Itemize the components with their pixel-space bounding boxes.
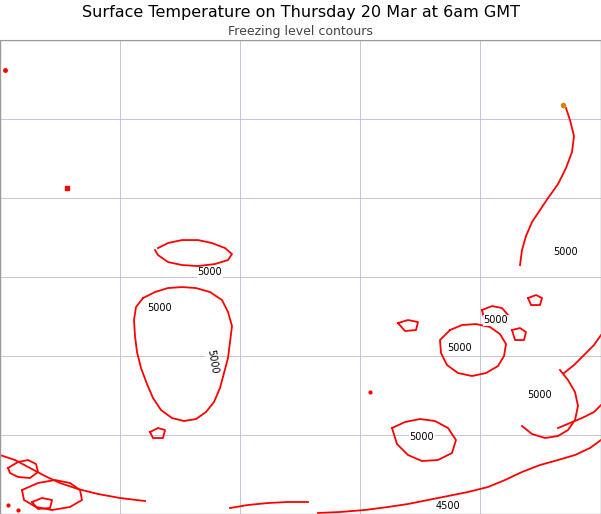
Text: Freezing level contours: Freezing level contours bbox=[228, 25, 373, 38]
Text: 4500: 4500 bbox=[436, 501, 460, 511]
Text: 5000: 5000 bbox=[205, 349, 219, 375]
Text: 5000: 5000 bbox=[410, 432, 435, 442]
Text: 5000: 5000 bbox=[554, 247, 578, 257]
Text: Surface Temperature on Thursday 20 Mar at 6am GMT: Surface Temperature on Thursday 20 Mar a… bbox=[82, 5, 519, 21]
Text: 5000: 5000 bbox=[198, 267, 222, 277]
Text: 5000: 5000 bbox=[448, 343, 472, 353]
Text: 5000: 5000 bbox=[528, 390, 552, 400]
Text: 5000: 5000 bbox=[484, 315, 508, 325]
Text: 5000: 5000 bbox=[148, 303, 172, 313]
